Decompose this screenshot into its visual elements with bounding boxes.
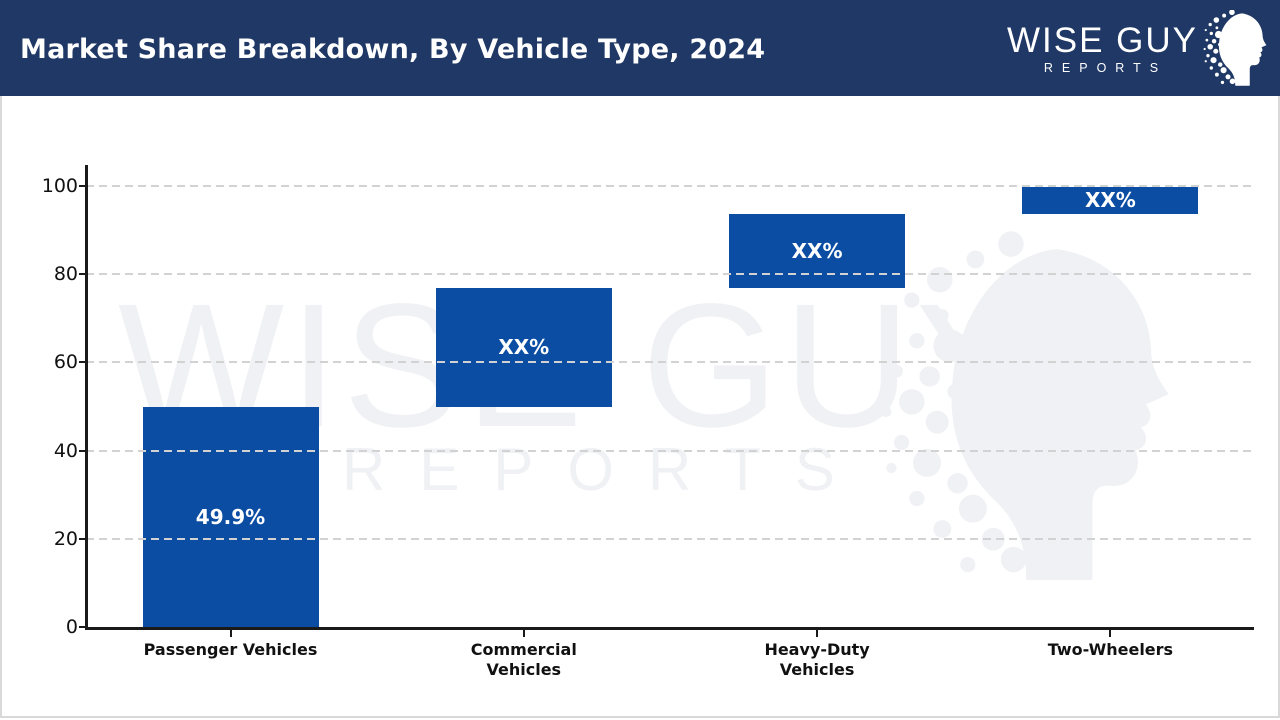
category-label-two-wheelers: Two-Wheelers — [1047, 640, 1174, 659]
x-tick-mark-passenger-vehicles — [229, 630, 232, 637]
gridline-80 — [86, 273, 1254, 276]
brand-sub: REPORTS — [1043, 61, 1168, 75]
bar-passenger-vehicles: 49.9% — [142, 406, 319, 627]
bar-value-label: XX% — [498, 335, 550, 360]
y-tick-mark-100 — [79, 185, 86, 187]
y-tick-label-80: 80 — [53, 263, 78, 286]
y-tick-mark-80 — [79, 273, 86, 276]
header-bar: Market Share Breakdown, By Vehicle Type,… — [0, 0, 1280, 96]
y-tick-mark-0 — [79, 626, 86, 628]
y-tick-label-100: 100 — [41, 175, 78, 197]
bar-commercial-vehicles: XX% — [435, 287, 612, 407]
page-title: Market Share Breakdown, By Vehicle Type,… — [20, 34, 766, 65]
y-axis-line — [85, 165, 88, 629]
y-tick-label-60: 60 — [53, 351, 78, 374]
x-axis-line — [85, 627, 1254, 630]
bar-value-label: 49.9% — [195, 504, 266, 529]
y-tick-mark-20 — [79, 537, 86, 540]
brand-word: WISE GUY — [1006, 21, 1198, 60]
bar-value-label: XX% — [791, 238, 843, 263]
brand-logo: WISE GUY REPORTS — [1007, 6, 1270, 92]
gridline-40 — [86, 449, 1254, 452]
gridline-100 — [86, 185, 1254, 187]
y-tick-label-40: 40 — [53, 439, 78, 462]
brand-face-icon — [1203, 10, 1267, 86]
watermark-sub: REPORTS — [342, 436, 869, 503]
y-tick-label-0: 0 — [65, 616, 78, 638]
x-tick-mark-commercial-vehicles — [522, 630, 525, 637]
y-tick-label-20: 20 — [53, 527, 78, 550]
brand-wordmark: WISE GUY REPORTS — [1007, 23, 1198, 75]
bar-two-wheelers: XX% — [1022, 186, 1199, 214]
gridline-20 — [86, 537, 1254, 540]
category-label-passenger-vehicles: Passenger Vehicles — [143, 640, 318, 659]
bar-value-label: XX% — [1084, 188, 1136, 213]
gridline-60 — [86, 361, 1254, 364]
y-tick-mark-40 — [79, 449, 86, 452]
category-label-heavy-duty-vehicles: Heavy-Duty Vehicles — [764, 640, 870, 679]
y-tick-mark-60 — [79, 361, 86, 364]
x-tick-mark-two-wheelers — [1109, 630, 1112, 637]
category-label-commercial-vehicles: Commercial Vehicles — [470, 640, 577, 679]
watermark-face-icon — [881, 231, 1169, 580]
bar-heavy-duty-vehicles: XX% — [729, 213, 906, 288]
x-tick-mark-heavy-duty-vehicles — [816, 630, 819, 637]
